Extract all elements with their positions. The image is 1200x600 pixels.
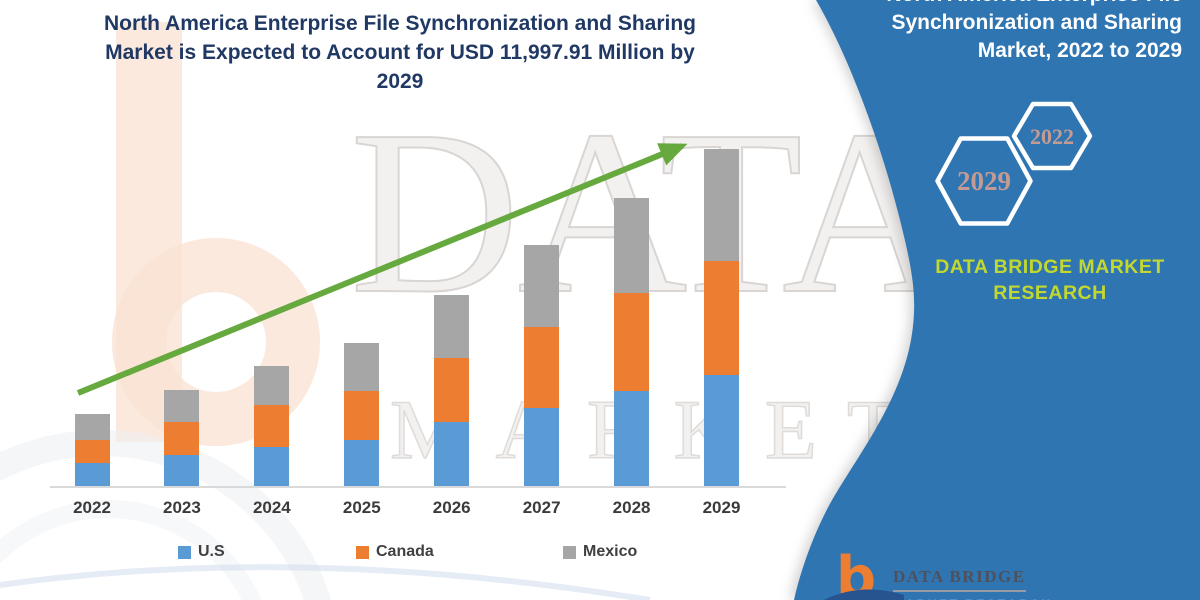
panel-brand-line: DATA BRIDGE MARKET (935, 256, 1165, 278)
chart-title-line: Market is Expected to Account for USD 11… (105, 41, 695, 64)
chart-title-line: 2029 (376, 70, 424, 93)
panel-heading-line-clipped: North America Enterprise File (886, 0, 1182, 9)
x-axis-label: 2027 (522, 498, 561, 517)
x-axis-label: 2025 (342, 498, 381, 517)
x-axis-line (50, 486, 786, 488)
chart-title-line: North America Enterprise File Synchroniz… (104, 12, 696, 35)
legend-label: U.S (198, 543, 225, 560)
bar-segment-us (164, 455, 200, 487)
legend-swatch (356, 545, 369, 559)
legend-item-mexico: Mexico (563, 543, 637, 561)
bar-segment-us (344, 440, 380, 487)
bar-segment-mexico (704, 149, 739, 261)
panel-brand-line: RESEARCH (993, 282, 1107, 304)
bar-segment-canada (344, 391, 380, 440)
stacked-bar-2029 (704, 149, 739, 487)
year-hexagons: 2022 2029 (935, 101, 1093, 226)
legend-label: Canada (376, 543, 434, 560)
hexagon-2022 (1011, 101, 1093, 171)
bar-segment-us (524, 408, 560, 487)
panel-heading-line: Market, 2022 to 2029 (977, 39, 1182, 62)
bar-segment-us (704, 374, 739, 487)
legend-label: Mexico (583, 543, 638, 560)
x-axis-label: 2029 (702, 498, 741, 517)
panel-heading: North America Enterprise File Synchroniz… (886, 0, 1182, 65)
legend-swatch (178, 545, 191, 559)
legend-item-us: U.S (178, 543, 225, 561)
legend-swatch (563, 545, 576, 559)
chart-title: North America Enterprise File Synchroniz… (60, 9, 740, 96)
bar-segment-canada (704, 260, 739, 375)
footer-logo-brand: DATA BRIDGE (893, 567, 1026, 592)
bar-segment-us (614, 390, 650, 487)
legend-item-canada: Canada (356, 543, 434, 561)
footer-logo-sub: MARKET RESEARCH (893, 597, 1053, 600)
footer-logo-swoosh (824, 589, 904, 600)
x-axis-label: 2026 (432, 498, 471, 517)
bar-segment-us (74, 463, 110, 487)
x-axis-label: 2028 (612, 498, 651, 517)
bar-segment-us (434, 421, 470, 487)
panel-heading-line: Synchronization and Sharing (891, 11, 1182, 34)
hexagon-2029-label: 2029 (957, 166, 1011, 196)
panel-brand-text: DATA BRIDGE MARKET RESEARCH (925, 254, 1175, 306)
hexagon-2022-label: 2022 (1030, 124, 1074, 149)
hexagon-2029 (935, 136, 1033, 226)
